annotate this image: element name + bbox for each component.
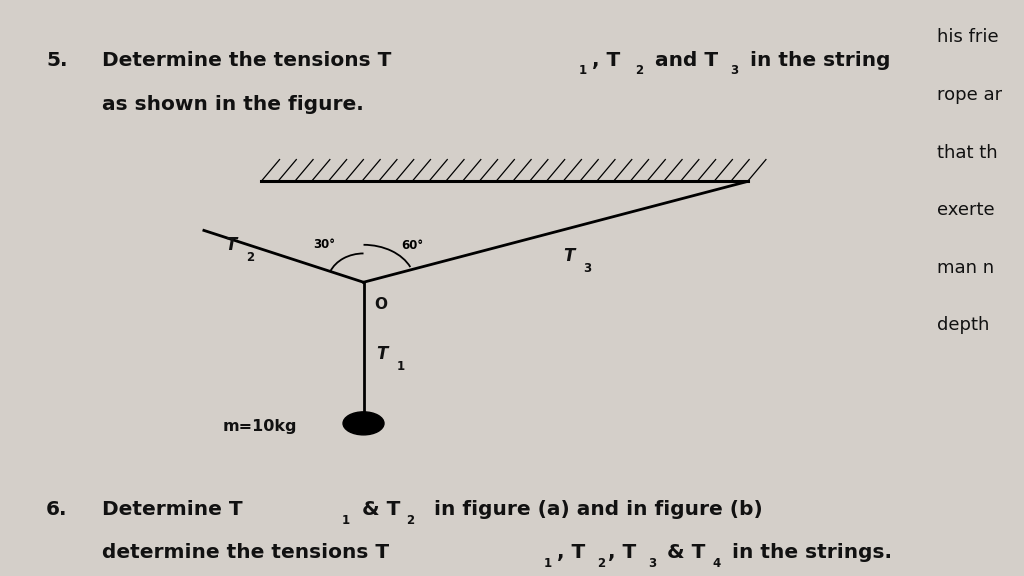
Text: 3: 3 [648, 557, 656, 570]
Text: 60°: 60° [401, 240, 424, 252]
Text: in the strings.: in the strings. [725, 544, 892, 562]
Text: and T: and T [648, 51, 718, 70]
Text: Determine T: Determine T [102, 501, 243, 519]
Text: 5.: 5. [46, 51, 68, 70]
Circle shape [343, 412, 384, 435]
Text: 2: 2 [635, 65, 643, 77]
Text: 1: 1 [396, 361, 404, 373]
Text: , T: , T [557, 544, 586, 562]
Text: m=10kg: m=10kg [222, 419, 297, 434]
Text: depth: depth [937, 316, 989, 335]
Text: T: T [225, 236, 237, 254]
Text: T: T [563, 247, 574, 266]
Text: 6.: 6. [46, 501, 68, 519]
Text: 2: 2 [597, 557, 605, 570]
Text: O: O [374, 297, 387, 312]
Text: & T: & T [355, 501, 400, 519]
Text: , T: , T [608, 544, 637, 562]
Text: as shown in the figure.: as shown in the figure. [102, 96, 365, 114]
Text: 2: 2 [246, 251, 254, 264]
Text: T: T [376, 345, 387, 363]
Text: & T: & T [660, 544, 706, 562]
Text: rope ar: rope ar [937, 86, 1002, 104]
Text: 1: 1 [544, 557, 552, 570]
Text: 4: 4 [713, 557, 721, 570]
Text: in the string: in the string [743, 51, 891, 70]
Text: determine the tensions T: determine the tensions T [102, 544, 389, 562]
Text: 30°: 30° [313, 238, 336, 251]
Text: that th: that th [937, 143, 997, 162]
Text: 3: 3 [730, 65, 738, 77]
Text: exerte: exerte [937, 201, 994, 219]
Text: 2: 2 [407, 514, 415, 526]
Text: 3: 3 [584, 263, 592, 275]
Text: his frie: his frie [937, 28, 998, 47]
Text: 1: 1 [579, 65, 587, 77]
Text: Determine the tensions T: Determine the tensions T [102, 51, 392, 70]
Text: , T: , T [592, 51, 621, 70]
Text: man n: man n [937, 259, 994, 277]
Text: 1: 1 [342, 514, 350, 526]
Text: in figure (a) and in figure (b): in figure (a) and in figure (b) [420, 501, 763, 519]
